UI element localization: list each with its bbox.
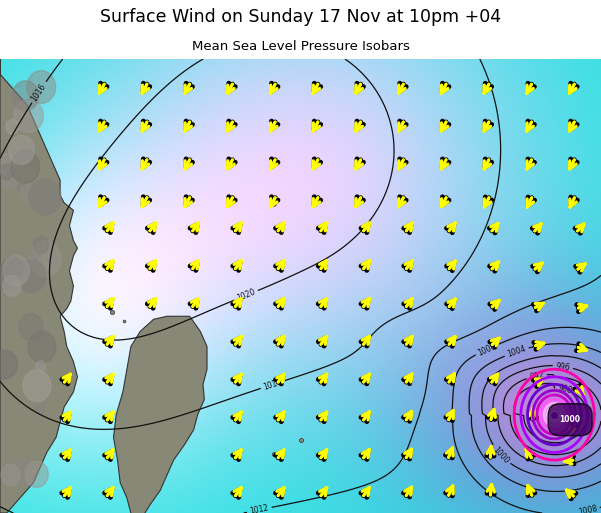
- Text: 1000: 1000: [491, 445, 511, 465]
- Circle shape: [36, 361, 46, 372]
- Circle shape: [0, 164, 14, 180]
- Circle shape: [14, 99, 43, 132]
- Text: 1008: 1008: [577, 504, 598, 513]
- Circle shape: [35, 404, 44, 415]
- Circle shape: [25, 461, 48, 487]
- Circle shape: [8, 135, 34, 165]
- Circle shape: [17, 260, 46, 293]
- Circle shape: [0, 266, 13, 289]
- Circle shape: [19, 313, 43, 341]
- Text: 1012: 1012: [249, 504, 270, 513]
- Circle shape: [19, 185, 34, 202]
- Text: 988: 988: [557, 383, 573, 396]
- Text: 1020: 1020: [236, 287, 257, 303]
- Text: 1000: 1000: [560, 415, 581, 424]
- Circle shape: [2, 257, 23, 281]
- Text: 1016: 1016: [30, 82, 48, 103]
- Circle shape: [34, 236, 48, 253]
- Circle shape: [11, 460, 32, 484]
- Polygon shape: [114, 316, 207, 513]
- Circle shape: [1, 464, 20, 486]
- Circle shape: [2, 172, 17, 188]
- Polygon shape: [0, 59, 78, 513]
- Circle shape: [29, 179, 61, 215]
- Circle shape: [28, 331, 56, 363]
- Circle shape: [17, 184, 25, 193]
- Circle shape: [12, 81, 38, 111]
- Text: Mean Sea Level Pressure Isobars: Mean Sea Level Pressure Isobars: [192, 40, 409, 52]
- Circle shape: [6, 120, 19, 134]
- Circle shape: [10, 259, 22, 273]
- Circle shape: [0, 350, 17, 379]
- Text: 996: 996: [555, 362, 570, 372]
- Text: 992: 992: [529, 370, 545, 382]
- Circle shape: [29, 241, 61, 277]
- Text: 1016: 1016: [262, 377, 283, 392]
- Circle shape: [3, 255, 29, 286]
- Text: 1004: 1004: [506, 344, 527, 359]
- Circle shape: [23, 370, 51, 402]
- Circle shape: [3, 275, 21, 296]
- Circle shape: [29, 247, 40, 260]
- Circle shape: [11, 150, 40, 183]
- Text: Surface Wind on Sunday 17 Nov at 10pm +04: Surface Wind on Sunday 17 Nov at 10pm +0…: [100, 8, 501, 26]
- Circle shape: [0, 153, 15, 174]
- Circle shape: [26, 71, 56, 103]
- Text: 1008: 1008: [477, 341, 498, 358]
